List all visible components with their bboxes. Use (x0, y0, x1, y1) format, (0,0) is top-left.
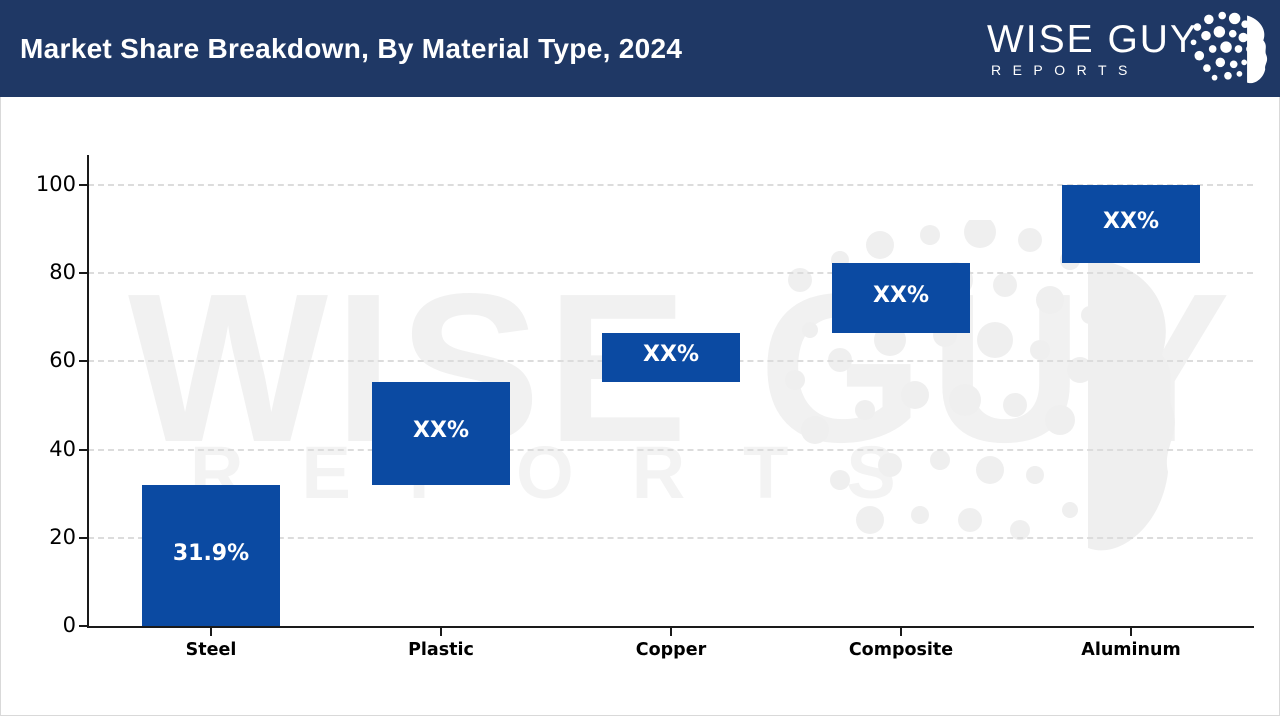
y-tick-mark (79, 360, 88, 363)
x-category-label: Steel (185, 640, 237, 660)
bar-value-label: XX% (873, 283, 929, 309)
y-tick-mark (79, 184, 88, 186)
bar-value-label: XX% (1103, 209, 1159, 235)
y-tick-mark (79, 448, 88, 451)
x-tick-mark (210, 628, 212, 636)
x-tick-mark (440, 628, 442, 636)
bar-value-label: XX% (413, 418, 469, 444)
header-bar: Market Share Breakdown, By Material Type… (0, 0, 1280, 97)
x-category-label: Copper (635, 640, 707, 660)
y-tick-mark (79, 625, 88, 627)
bar-aluminum: XX% (1062, 185, 1200, 264)
bar-value-label: XX% (643, 342, 699, 368)
face-icon (1190, 11, 1268, 83)
y-tick-label: 100 (35, 172, 76, 196)
y-tick-label: 60 (49, 348, 76, 373)
bar-plastic: XX% (372, 381, 510, 486)
x-category-label: Aluminum (1081, 640, 1181, 660)
y-tick-label: 20 (49, 524, 76, 549)
bar-composite: XX% (832, 263, 970, 334)
y-tick-mark (79, 536, 88, 539)
y-tick-label: 0 (62, 613, 76, 637)
bar-steel: 31.9% (142, 485, 280, 626)
x-category-label: Composite (848, 640, 954, 660)
bar-value-label: 31.9% (172, 540, 250, 566)
gridline (88, 448, 1253, 451)
logo-line2: REPORTS (990, 61, 1139, 78)
x-axis-line (87, 626, 1254, 628)
x-tick-mark (670, 628, 672, 636)
y-tick-label: 40 (49, 436, 76, 461)
bar-copper: XX% (602, 333, 740, 382)
gridline (88, 536, 1253, 539)
x-category-label: Plastic (408, 640, 474, 660)
logo-line1: WISE GUY (986, 17, 1198, 61)
y-axis-line (87, 155, 89, 628)
wiseguy-logo: WISE GUY REPORTS (987, 8, 1280, 90)
gridline (88, 272, 1253, 275)
y-tick-mark (79, 272, 88, 275)
gridline (88, 184, 1253, 186)
logo-wordmark: WISE GUY REPORTS (986, 17, 1198, 78)
page-title: Market Share Breakdown, By Material Type… (20, 32, 683, 64)
x-tick-mark (1130, 628, 1132, 636)
y-tick-label: 80 (49, 260, 76, 285)
x-tick-mark (900, 628, 902, 636)
